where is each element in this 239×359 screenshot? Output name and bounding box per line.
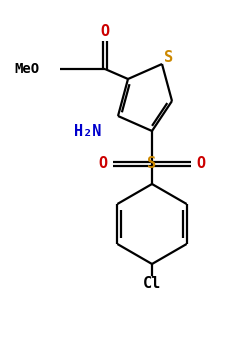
Text: MeO: MeO (15, 62, 40, 76)
Text: O: O (100, 24, 109, 39)
Text: Cl: Cl (143, 276, 161, 292)
Text: S: S (147, 157, 157, 172)
Text: S: S (164, 50, 174, 65)
Text: O: O (98, 157, 108, 172)
Text: H₂N: H₂N (74, 123, 102, 139)
Text: O: O (196, 157, 206, 172)
